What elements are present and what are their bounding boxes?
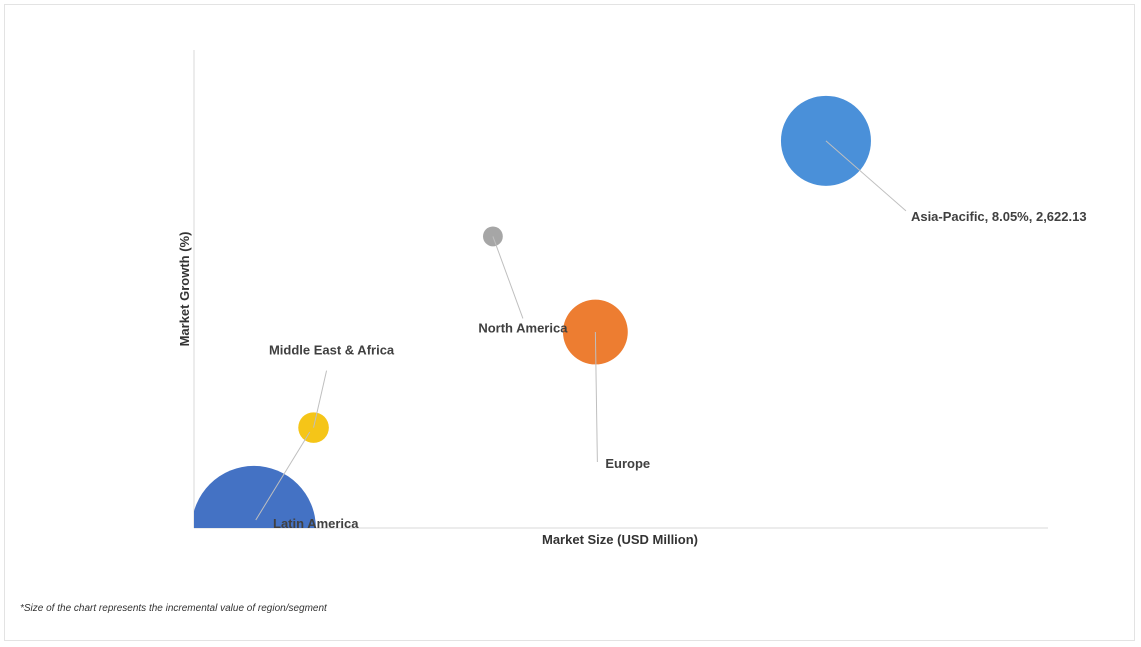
- bubble-labels: Asia-Pacific, 8.05%, 2,622.13 North Ameri…: [269, 209, 1087, 531]
- label-europe: Europe: [605, 456, 650, 471]
- y-axis-title: Market Growth (%): [177, 232, 192, 347]
- leader-line-north-america: [493, 236, 523, 318]
- label-north-america: North America: [478, 320, 568, 335]
- label-middle-east-africa: Middle East & Africa: [269, 343, 395, 358]
- label-asia-pacific: Asia-Pacific, 8.05%, 2,622.13: [911, 209, 1087, 224]
- chart-footnote: *Size of the chart represents the increm…: [20, 603, 327, 614]
- label-latin-america: Latin America: [273, 516, 359, 531]
- x-axis-title: Market Size (USD Million): [542, 532, 698, 547]
